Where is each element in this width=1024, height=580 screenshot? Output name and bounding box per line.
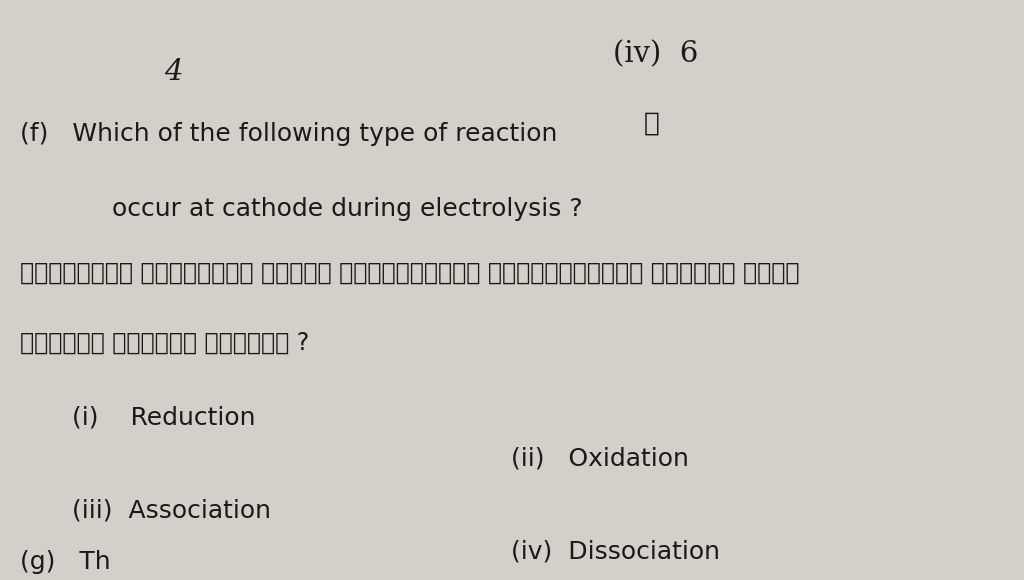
Text: (iii)  Association: (iii) Association <box>72 499 270 523</box>
Text: occur at cathode during electrolysis ?: occur at cathode during electrolysis ? <box>113 197 583 221</box>
Text: (g)   Th: (g) Th <box>20 550 111 574</box>
Text: କାଥୋଡ୍ ନିକଟରେ ଘଟିଥାଏ ?: କାଥୋଡ୍ ନିକଟରେ ଘଟିଥାଏ ? <box>20 331 309 354</box>
Text: (f)   Which of the following type of reaction: (f) Which of the following type of react… <box>20 122 558 146</box>
Text: ୦: ୦ <box>644 110 659 136</box>
Text: (ii)   Oxidation: (ii) Oxidation <box>511 447 689 470</box>
Text: ବିଦ୍ୟୁତ୍ ବିଶ୍ଳେଷଣ ସମୟରେ ନିମ୍ନଲିଖିତ ପ୍ରତିକ୍ରିୟା ମଧ୍ୟରୁ କେଉଁ: ବିଦ୍ୟୁତ୍ ବିଶ୍ଳେଷଣ ସମୟରେ ନିମ୍ନଲିଖିତ ପ୍ରତି… <box>20 261 800 285</box>
Text: (iv)  6: (iv) 6 <box>613 41 698 68</box>
Text: (i)    Reduction: (i) Reduction <box>72 406 255 430</box>
Text: (iv)  Dissociation: (iv) Dissociation <box>511 539 720 563</box>
Text: 4: 4 <box>165 58 183 86</box>
